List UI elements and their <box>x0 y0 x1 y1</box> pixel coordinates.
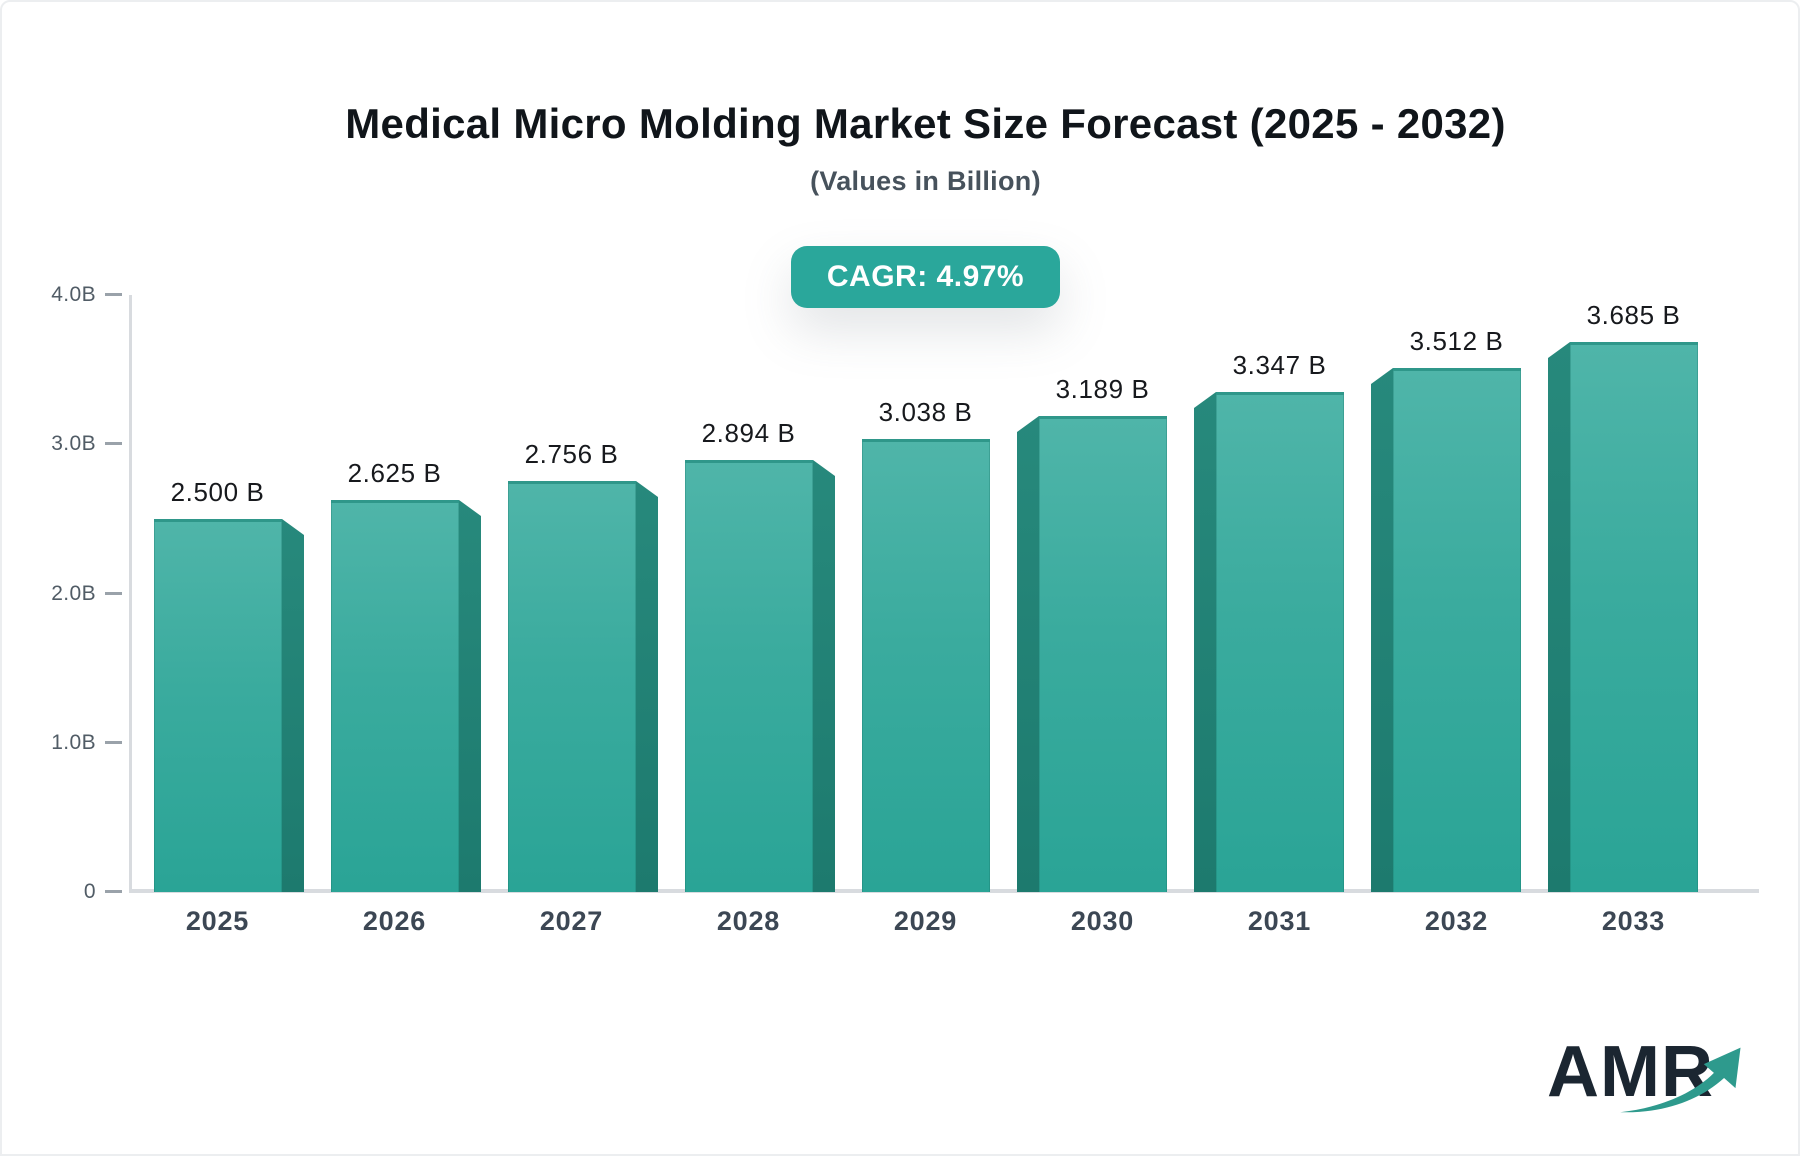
x-axis-label-2030: 2030 <box>1070 906 1135 936</box>
bar-value-label: 3.512 B <box>1409 326 1504 356</box>
bar-side-face <box>1194 392 1216 892</box>
chart-title: Medical Micro Molding Market Size Foreca… <box>345 100 1506 147</box>
bar-2026 <box>331 500 459 892</box>
x-axis-label-2027: 2027 <box>539 906 604 936</box>
bar-2025 <box>154 519 282 892</box>
bar-value-label: 3.685 B <box>1586 300 1681 330</box>
bar-2031 <box>1216 392 1344 892</box>
bar-2030 <box>1039 416 1167 892</box>
bar-value-label: 3.347 B <box>1232 350 1327 380</box>
x-axis-label-2028: 2028 <box>716 906 781 936</box>
y-axis-tick-label: 1.0B <box>51 730 96 754</box>
x-axis-label-2025: 2025 <box>185 906 250 936</box>
bar-2032 <box>1393 368 1521 892</box>
bar-side-face <box>1371 368 1393 892</box>
bar-side-face <box>459 500 481 892</box>
y-axis-tick-label: 3.0B <box>51 432 96 456</box>
bar-side-face <box>813 460 835 892</box>
bar-2029 <box>862 439 990 892</box>
bar-2028 <box>685 460 813 892</box>
y-axis-tick-mark <box>105 591 122 595</box>
bar-side-face <box>282 519 304 892</box>
x-axis-label-2029: 2029 <box>893 906 958 936</box>
y-axis-line <box>129 295 132 892</box>
y-axis-tick-label: 0 <box>83 880 96 903</box>
y-axis-tick-label: 4.0B <box>51 283 96 306</box>
x-axis-label-2033: 2033 <box>1601 906 1666 936</box>
bar-side-face <box>1017 416 1039 892</box>
y-axis-tick-mark <box>105 442 122 446</box>
bar-side-face <box>1548 342 1570 892</box>
y-axis-tick-label: 2.0B <box>51 581 96 605</box>
growth-arrow-icon <box>1620 1047 1741 1113</box>
bar-side-face <box>636 481 658 892</box>
x-axis-label-2031: 2031 <box>1247 906 1312 936</box>
y-axis-tick-mark <box>105 740 122 744</box>
bar-value-label: 3.038 B <box>878 397 973 427</box>
cagr-badge: CAGR: 4.97% <box>790 246 1061 308</box>
chart-header: Medical Micro Molding Market Size Foreca… <box>129 2 1722 308</box>
x-axis-label-2032: 2032 <box>1424 906 1489 936</box>
bar-2027 <box>508 481 636 892</box>
y-axis-tick-mark <box>105 293 122 296</box>
x-axis-label-2026: 2026 <box>362 906 427 936</box>
bar-value-label: 2.756 B <box>524 439 619 469</box>
chart-subtitle: (Values in Billion) <box>810 166 1041 196</box>
bar-2033 <box>1570 342 1698 892</box>
y-axis-tick-mark <box>105 890 122 893</box>
amr-logo: AMR <box>1547 1036 1757 1116</box>
bar-value-label: 2.894 B <box>701 418 796 448</box>
bar-value-label: 2.625 B <box>347 458 442 488</box>
bar-value-label: 3.189 B <box>1055 374 1150 404</box>
bar-value-label: 2.500 B <box>170 477 265 507</box>
